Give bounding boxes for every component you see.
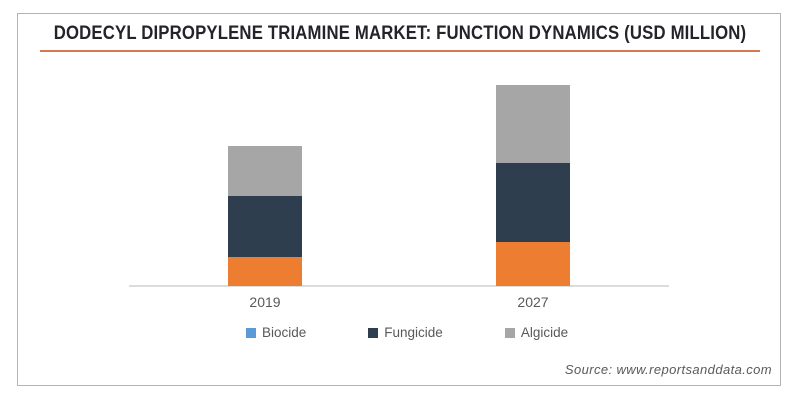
chart-title: DODECYL DIPROPYLENE TRIAMINE MARKET: FUN… — [53, 23, 747, 44]
legend: Biocide Fungicide Algicide — [246, 325, 568, 340]
stacked-bar-2027 — [496, 85, 570, 286]
x-axis-label-2019: 2019 — [249, 294, 281, 310]
legend-swatch-algicide — [504, 327, 515, 338]
bar-segment-biocide-2027 — [496, 242, 570, 286]
legend-item-algicide: Algicide — [504, 325, 569, 340]
x-axis-label-2027: 2027 — [517, 294, 549, 310]
legend-item-fungicide: Fungicide — [368, 325, 443, 340]
bar-segment-fungicide-2027 — [496, 163, 570, 242]
stacked-bar-2019 — [228, 146, 302, 286]
bar-segment-algicide-2027 — [496, 85, 570, 163]
legend-label-algicide: Algicide — [520, 325, 569, 340]
legend-swatch-biocide — [246, 327, 256, 338]
legend-swatch-fungicide — [368, 327, 379, 338]
legend-label-biocide: Biocide — [262, 325, 307, 340]
plot-area — [129, 66, 669, 287]
bar-segment-biocide-2019 — [228, 257, 302, 286]
title-underline-rule — [40, 50, 760, 52]
legend-label-fungicide: Fungicide — [384, 325, 443, 340]
card-border-frame — [17, 13, 781, 386]
bar-segment-algicide-2019 — [228, 146, 302, 196]
bar-segment-fungicide-2019 — [228, 196, 302, 257]
x-axis-line — [129, 285, 669, 287]
legend-item-biocide: Biocide — [246, 325, 306, 340]
source-attribution: Source: www.reportsanddata.com — [564, 362, 772, 377]
